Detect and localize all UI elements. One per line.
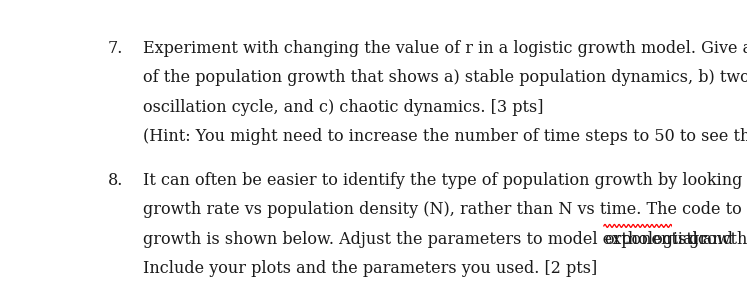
Text: growth.: growth. <box>684 231 747 248</box>
Text: Experiment with changing the value of r in a logistic growth model. Give a value: Experiment with changing the value of r … <box>143 40 747 57</box>
Text: (Hint: You might need to increase the number of time steps to 50 to see the dyna: (Hint: You might need to increase the nu… <box>143 128 747 145</box>
Text: of the population growth that shows a) stable population dynamics, b) two- or th: of the population growth that shows a) s… <box>143 69 747 87</box>
Text: oscillation cycle, and c) chaotic dynamics. [3 pts]: oscillation cycle, and c) chaotic dynami… <box>143 99 543 115</box>
Text: 8.: 8. <box>108 172 123 189</box>
Text: growth is shown below. Adjust the parameters to model exponential and: growth is shown below. Adjust the parame… <box>143 231 738 248</box>
Text: orthologistic: orthologistic <box>604 231 707 248</box>
Text: 7.: 7. <box>108 40 123 57</box>
Text: Include your plots and the parameters you used. [2 pts]: Include your plots and the parameters yo… <box>143 260 597 277</box>
Text: growth rate vs population density (N), rather than N vs time. The code to do thi: growth rate vs population density (N), r… <box>143 201 747 218</box>
Text: It can often be easier to identify the type of population growth by looking at t: It can often be easier to identify the t… <box>143 172 747 189</box>
